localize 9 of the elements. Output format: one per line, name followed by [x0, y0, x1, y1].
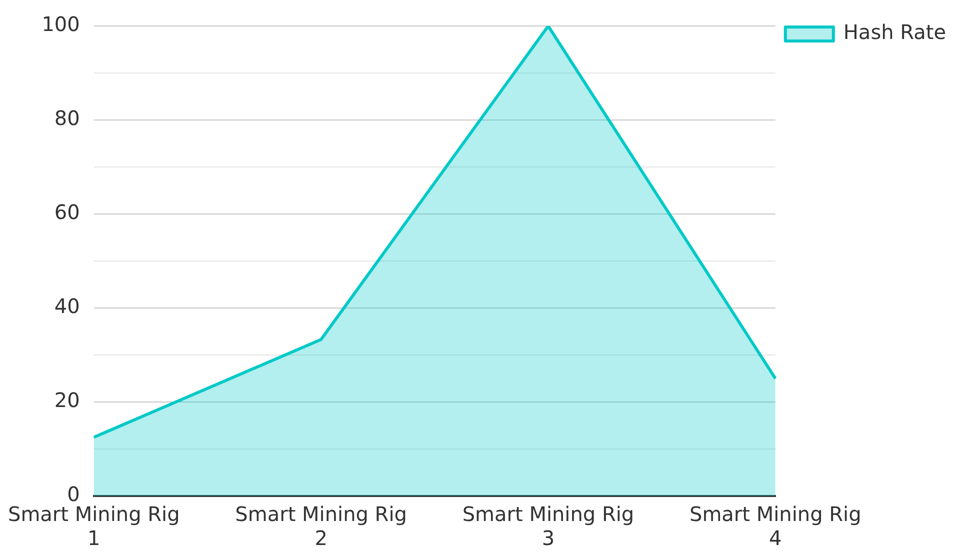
y-tick-label: 100: [42, 12, 80, 36]
y-tick-label: 20: [54, 388, 80, 412]
legend-label: Hash Rate: [843, 20, 946, 44]
y-tick-label: 40: [54, 294, 80, 318]
y-tick-label: 80: [54, 106, 80, 130]
x-tick-label: Smart Mining Rig 2: [235, 502, 407, 550]
x-tick-label: Smart Mining Rig 3: [462, 502, 634, 550]
x-tick-label: Smart Mining Rig 4: [690, 502, 862, 550]
y-tick-label: 60: [54, 200, 80, 224]
